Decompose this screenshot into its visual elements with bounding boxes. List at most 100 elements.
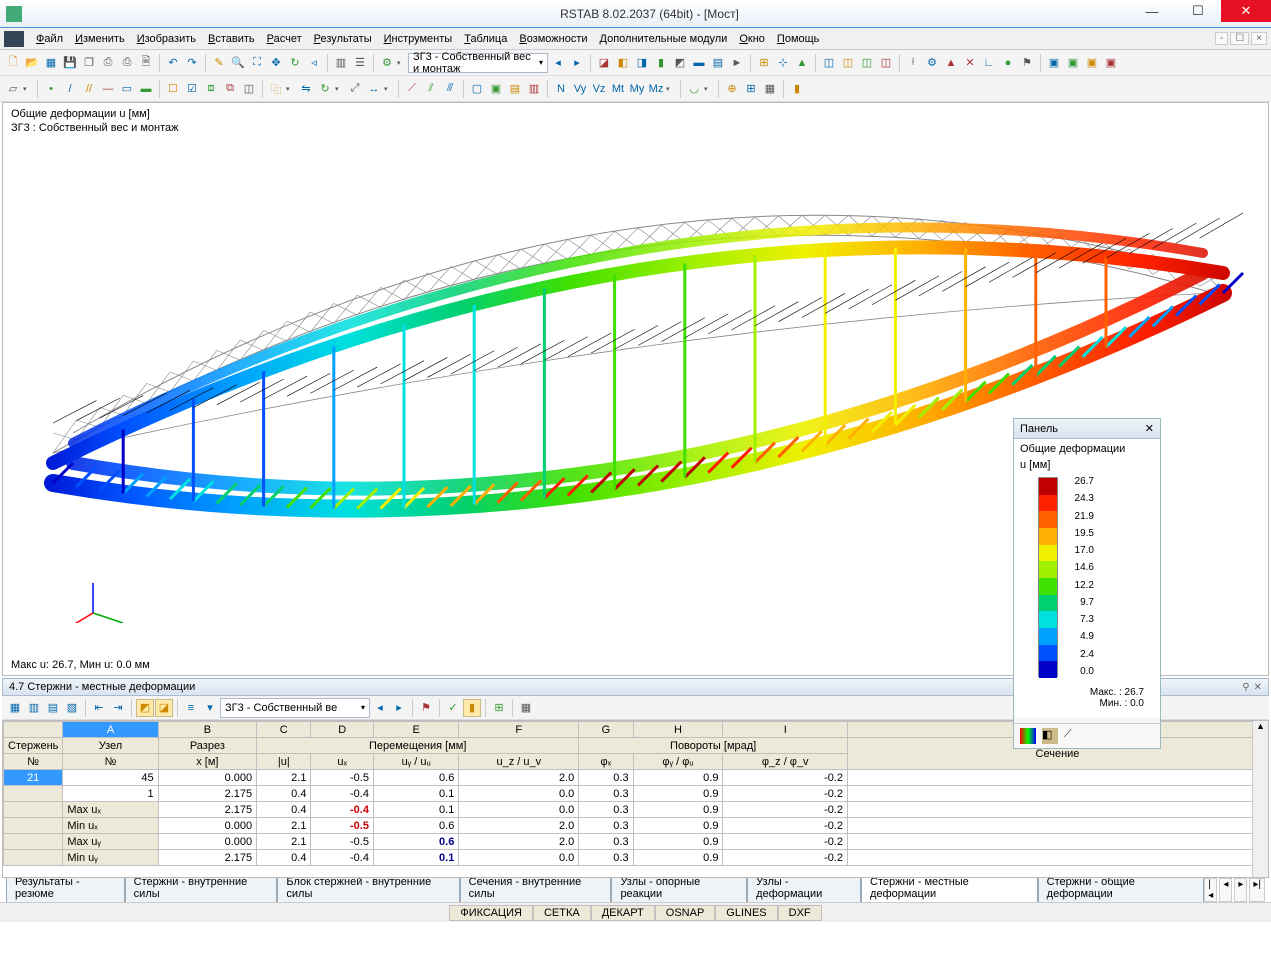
open-icon[interactable]: 📂 bbox=[23, 54, 41, 72]
tab-last-icon[interactable]: ▸| bbox=[1249, 878, 1265, 902]
node-icon[interactable]: • bbox=[42, 80, 60, 98]
undo-icon[interactable]: ↶ bbox=[164, 54, 182, 72]
tbl-nav2-icon[interactable]: ▥ bbox=[25, 699, 43, 717]
status-сетка[interactable]: СЕТКА bbox=[533, 905, 591, 921]
panel-icon[interactable]: ▤ bbox=[709, 54, 727, 72]
status-декарт[interactable]: ДЕКАРТ bbox=[591, 905, 655, 921]
previous-view-icon[interactable]: ◃ bbox=[305, 54, 323, 72]
base-data-icon[interactable]: ▦ bbox=[42, 54, 60, 72]
box4-icon[interactable]: ▥ bbox=[525, 80, 543, 98]
panel-factor-icon[interactable]: ⟋ bbox=[1064, 728, 1080, 744]
report-icon[interactable]: 🗎 bbox=[137, 54, 155, 72]
save-icon[interactable]: 💾 bbox=[61, 54, 79, 72]
sel3-icon[interactable]: ⧈ bbox=[202, 80, 220, 98]
new-icon[interactable]: 🗋 bbox=[4, 54, 22, 72]
ortho-icon[interactable]: ∟ bbox=[980, 54, 998, 72]
my-icon[interactable]: My bbox=[628, 80, 646, 98]
status-dxf[interactable]: DXF bbox=[778, 905, 822, 921]
iso-icon[interactable]: ◩ bbox=[671, 54, 689, 72]
table-pin-icon[interactable]: ⚲ bbox=[1242, 682, 1249, 693]
show-diagram-icon[interactable]: ◨ bbox=[633, 54, 651, 72]
zoom-icon[interactable]: 🔍 bbox=[229, 54, 247, 72]
panel-colors-icon[interactable] bbox=[1020, 728, 1036, 744]
node-snap-icon[interactable]: ● bbox=[999, 54, 1017, 72]
status-glines[interactable]: GLINES bbox=[715, 905, 777, 921]
panel-header[interactable]: Панель ✕ bbox=[1014, 419, 1160, 439]
menu-вставить[interactable]: Вставить bbox=[202, 31, 261, 47]
misc2-icon[interactable]: ⊞ bbox=[742, 80, 760, 98]
close-button[interactable]: ✕ bbox=[1221, 0, 1271, 22]
mirror-icon[interactable]: ⇋ bbox=[297, 80, 315, 98]
mod1-icon[interactable]: ◫ bbox=[820, 54, 838, 72]
edit-icon[interactable]: ✎ bbox=[210, 54, 228, 72]
tbl-next-icon[interactable]: ▸ bbox=[390, 699, 408, 717]
menu-изобразить[interactable]: Изобразить bbox=[131, 31, 202, 47]
print-icon[interactable]: ⎙ bbox=[99, 54, 117, 72]
tbl-nav1-icon[interactable]: ▦ bbox=[6, 699, 24, 717]
table-loadcase-combo[interactable]: ЗГ3 - Собственный ве bbox=[220, 698, 370, 718]
prev-lc-icon[interactable]: ◂ bbox=[549, 54, 567, 72]
mdi-min-button[interactable]: - bbox=[1215, 32, 1228, 45]
mdi-close-button[interactable]: × bbox=[1251, 32, 1267, 45]
release-icon[interactable]: ✕ bbox=[961, 54, 979, 72]
print-graphic-icon[interactable]: ⎙ bbox=[118, 54, 136, 72]
menu-помощь[interactable]: Помощь bbox=[771, 31, 826, 47]
table-close-icon[interactable]: ✕ bbox=[1254, 682, 1262, 693]
sel4-icon[interactable]: ⧉ bbox=[221, 80, 239, 98]
minimize-button[interactable]: — bbox=[1129, 0, 1175, 22]
calculate-icon[interactable]: ⚙ bbox=[378, 54, 396, 72]
def-icon[interactable]: ◡ bbox=[685, 80, 703, 98]
box1-icon[interactable]: ▢ bbox=[468, 80, 486, 98]
rotate-icon[interactable]: ↻ bbox=[286, 54, 304, 72]
rotate2-icon[interactable]: ↻ bbox=[316, 80, 334, 98]
status-osnap[interactable]: OSNAP bbox=[655, 905, 716, 921]
misc1-icon[interactable]: ⊕ bbox=[723, 80, 741, 98]
tbl-filter-icon[interactable]: ≡ bbox=[182, 699, 200, 717]
menu-таблица[interactable]: Таблица bbox=[458, 31, 513, 47]
scale-icon[interactable]: ⤢ bbox=[346, 80, 364, 98]
line-icon[interactable]: — bbox=[99, 80, 117, 98]
animation-icon[interactable]: ► bbox=[728, 54, 746, 72]
color-scale-icon[interactable]: ▮ bbox=[652, 54, 670, 72]
vz-icon[interactable]: Vz bbox=[590, 80, 608, 98]
copy2-icon[interactable]: ⿻ bbox=[267, 80, 285, 98]
menu-возможности[interactable]: Возможности bbox=[513, 31, 593, 47]
vy-icon[interactable]: Vy bbox=[571, 80, 589, 98]
end-icon[interactable]: ▮ bbox=[788, 80, 806, 98]
connect-icon[interactable]: ⫽ bbox=[422, 80, 440, 98]
set-icon[interactable]: // bbox=[80, 80, 98, 98]
grid-icon[interactable]: ⊞ bbox=[755, 54, 773, 72]
redo-icon[interactable]: ↷ bbox=[183, 54, 201, 72]
divide-icon[interactable]: ⟋ bbox=[403, 80, 421, 98]
mod3-icon[interactable]: ◫ bbox=[858, 54, 876, 72]
win1-icon[interactable]: ▣ bbox=[1045, 54, 1063, 72]
tbl-nav3-icon[interactable]: ▤ bbox=[44, 699, 62, 717]
tbl-res-icon[interactable]: ▮ bbox=[463, 699, 481, 717]
menu-окно[interactable]: Окно bbox=[733, 31, 771, 47]
mod4-icon[interactable]: ◫ bbox=[877, 54, 895, 72]
cog-icon[interactable]: ⚙ bbox=[923, 54, 941, 72]
menu-изменить[interactable]: Изменить bbox=[69, 31, 131, 47]
pan-icon[interactable]: ✥ bbox=[267, 54, 285, 72]
panel-close-icon[interactable]: ✕ bbox=[1145, 422, 1154, 435]
menu-инструменты[interactable]: Инструменты bbox=[378, 31, 459, 47]
loadcase-combo[interactable]: ЗГ3 - Собственный вес и монтаж bbox=[408, 53, 548, 73]
solid-icon[interactable]: ▬ bbox=[137, 80, 155, 98]
menu-файл[interactable]: Файл bbox=[30, 31, 69, 47]
win4-icon[interactable]: ▣ bbox=[1102, 54, 1120, 72]
options-icon[interactable]: ⚑ bbox=[1018, 54, 1036, 72]
tbl-calc-icon[interactable]: ▦ bbox=[517, 699, 535, 717]
maximize-button[interactable]: ☐ bbox=[1175, 0, 1221, 22]
mod2-icon[interactable]: ◫ bbox=[839, 54, 857, 72]
tbl-chk-icon[interactable]: ✓ bbox=[444, 699, 462, 717]
tbl-last-icon[interactable]: ⇥ bbox=[109, 699, 127, 717]
n-icon[interactable]: N bbox=[552, 80, 570, 98]
status-фиксация[interactable]: ФИКСАЦИЯ bbox=[449, 905, 533, 921]
tbl-sort-icon[interactable]: ▾ bbox=[201, 699, 219, 717]
tbl-flag-icon[interactable]: ⚑ bbox=[417, 699, 435, 717]
menu-дополнительные модули[interactable]: Дополнительные модули bbox=[594, 31, 734, 47]
tbl-first-icon[interactable]: ⇤ bbox=[90, 699, 108, 717]
sections-icon[interactable]: ▬ bbox=[690, 54, 708, 72]
axes-icon[interactable]: ⊹ bbox=[774, 54, 792, 72]
tables-icon[interactable]: ▥ bbox=[332, 54, 350, 72]
